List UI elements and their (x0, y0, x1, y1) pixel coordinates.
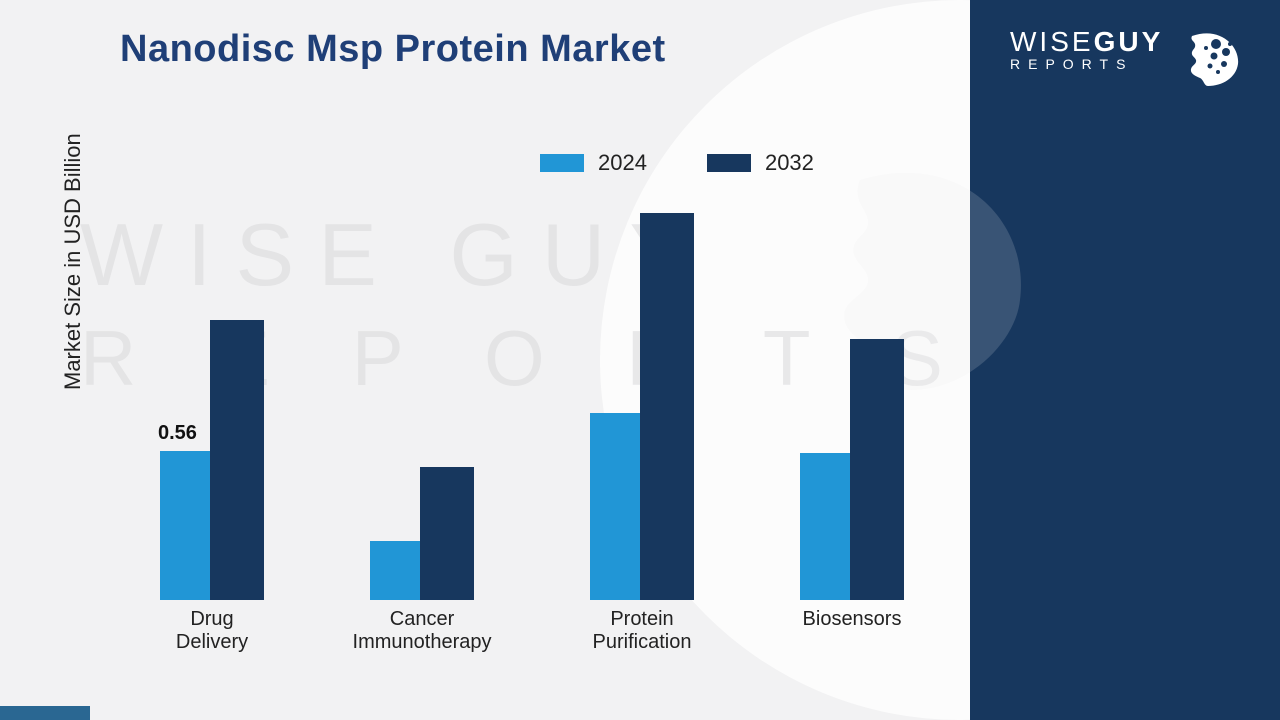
bar (370, 541, 424, 600)
brand-logo: WISEGUY REPORTS (1010, 26, 1240, 96)
bar (800, 453, 854, 600)
legend-label-2032: 2032 (765, 150, 814, 176)
x-axis-label: CancerImmunotherapy (322, 608, 522, 654)
bar (590, 413, 644, 600)
legend-swatch-2032 (707, 154, 751, 172)
brand-panel (970, 0, 1280, 720)
brand-head-icon (1184, 30, 1240, 86)
x-axis-label: DrugDelivery (112, 608, 312, 654)
bar (640, 213, 694, 600)
bar (420, 467, 474, 600)
bar (210, 320, 264, 600)
brand-wise: WISE (1010, 26, 1094, 57)
y-axis-label: Market Size in USD Billion (60, 133, 86, 390)
data-label: 0.56 (158, 422, 197, 445)
chart-title: Nanodisc Msp Protein Market (120, 28, 666, 71)
legend-item-2024: 2024 (540, 150, 647, 176)
brand-guy: GUY (1094, 26, 1164, 57)
legend-item-2032: 2032 (707, 150, 814, 176)
legend-swatch-2024 (540, 154, 584, 172)
accent-bar (0, 706, 90, 720)
bar (850, 339, 904, 600)
x-axis-label: ProteinPurification (542, 608, 742, 654)
x-axis-label: Biosensors (752, 608, 952, 631)
bar (160, 451, 214, 600)
chart-canvas: WISE GUY R E P O R T S Nanodisc Msp Prot… (0, 0, 1280, 720)
plot-area: 0.56 (120, 200, 940, 600)
legend-label-2024: 2024 (598, 150, 647, 176)
legend: 2024 2032 (540, 150, 814, 176)
